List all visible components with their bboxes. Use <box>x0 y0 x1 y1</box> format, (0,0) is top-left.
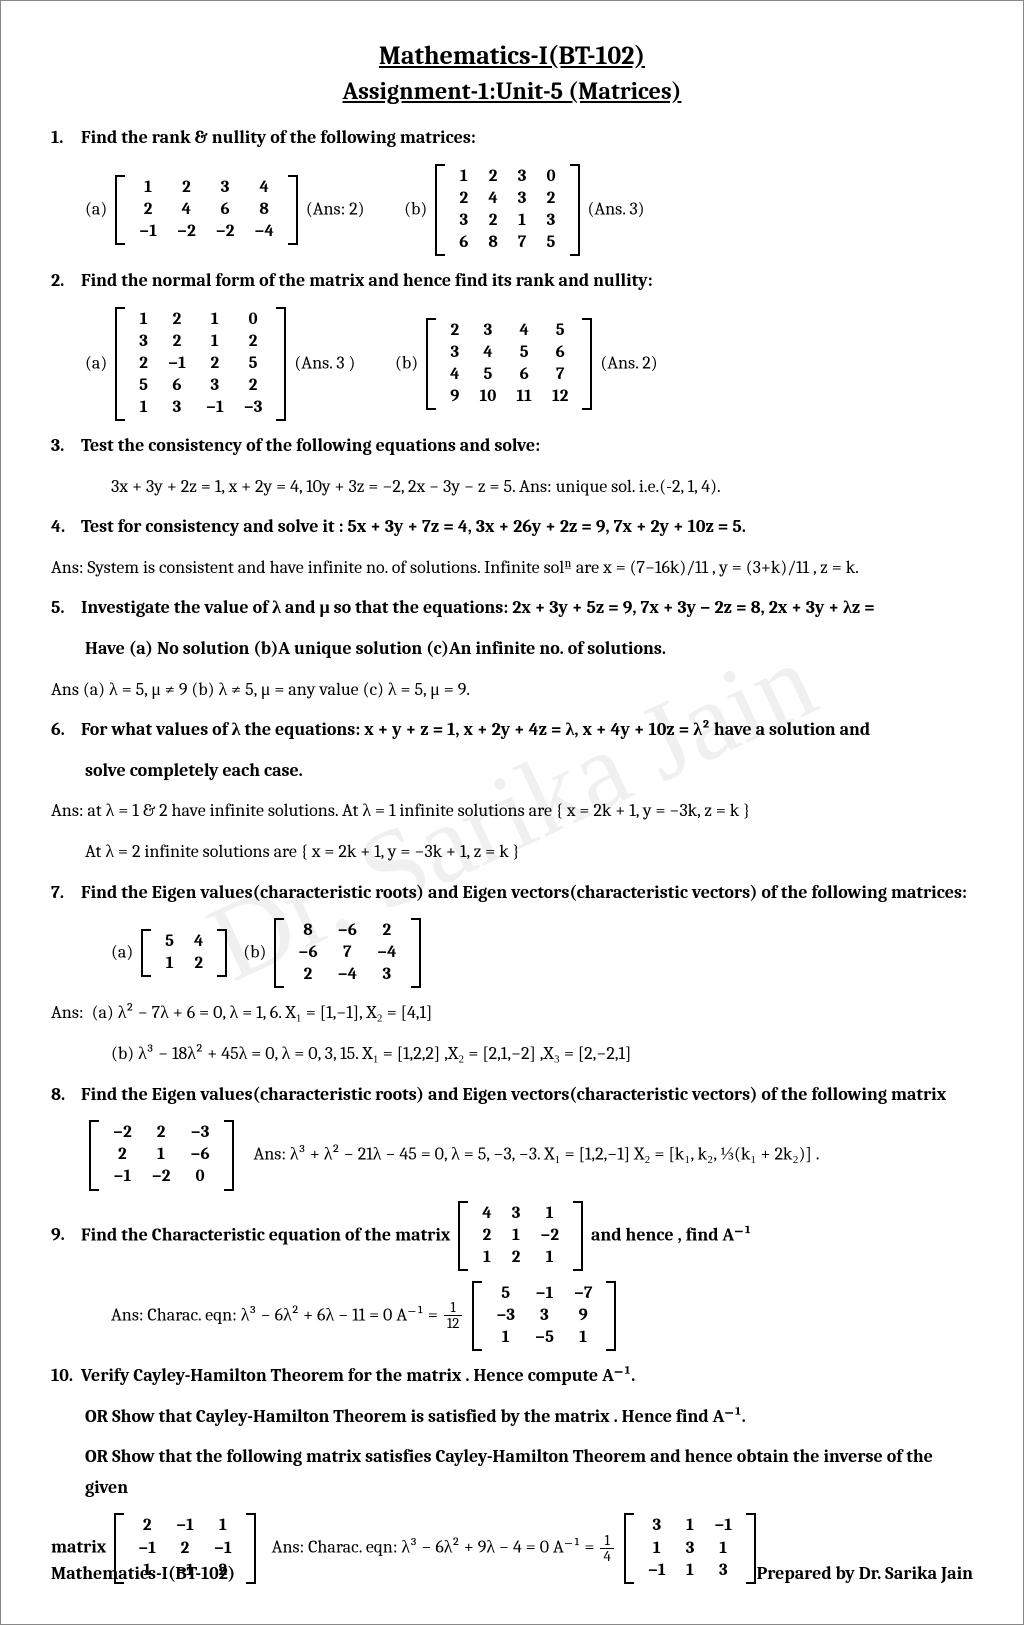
q7-ansB: (b) λ³ − 18λ² + 45λ = 0, λ = 0, 3, 15. X… <box>51 1039 973 1070</box>
qnum: 10. <box>51 1361 77 1392</box>
q10-l3: OR Show that the following matrix satisf… <box>51 1442 973 1503</box>
qnum: 8. <box>51 1080 77 1111</box>
q8-matrix: −22−321−6−1−20 <box>89 1120 234 1190</box>
question-2: 2. Find the normal form of the matrix an… <box>51 266 973 297</box>
q8-ans: Ans: λ³ + λ² − 21λ − 45 = 0, λ = 5, −3, … <box>253 1144 819 1165</box>
q1-matrix-b: 1230243232136875 <box>435 164 579 256</box>
question-10: 10. Verify Cayley-Hamilton Theorem for t… <box>51 1361 973 1392</box>
page-subtitle: Assignment-1:Unit-5 (Matrices) <box>51 77 973 105</box>
qnum: 9. <box>51 1220 77 1251</box>
q9-text: Find the Characteristic equation of the … <box>81 1224 450 1245</box>
page: Dr. Sarika Jain Mathematics-I(BT-102) As… <box>0 0 1024 1625</box>
qnum: 2. <box>51 266 77 297</box>
q2a-ans: (Ans. 3 ) <box>294 352 355 373</box>
footer: Mathematics-I(BT-102) Prepared by Dr. Sa… <box>51 1563 973 1584</box>
q1-text: Find the rank & nullity of the following… <box>81 127 476 148</box>
question-5: 5. Investigate the value of λ and μ so t… <box>51 593 973 624</box>
question-3: 3. Test the consistency of the following… <box>51 431 973 462</box>
question-7: 7. Find the Eigen values(characteristic … <box>51 878 973 909</box>
q8-row: −22−321−6−1−20 Ans: λ³ + λ² − 21λ − 45 =… <box>51 1120 973 1190</box>
q9-matrix: 43121−2121 <box>458 1201 583 1271</box>
q7-ansA: (a) λ² − 7λ + 6 = 0, λ = 1, 6. X₁ = [1,−… <box>92 1002 433 1023</box>
q6-ans1: Ans: at λ = 1 & 2 have infinite solution… <box>51 796 973 827</box>
frac-num: 1 <box>600 1533 613 1549</box>
qnum: 6. <box>51 715 77 746</box>
footer-right: Prepared by Dr. Sarika Jain <box>757 1563 973 1584</box>
q2b-ans: (Ans. 2) <box>600 352 657 373</box>
q6-ans2: At λ = 2 infinite solutions are { x = 2k… <box>51 837 973 868</box>
question-8: 8. Find the Eigen values(characteristic … <box>51 1080 973 1111</box>
q7-matrix-b: 8−62−67−42−43 <box>274 918 420 988</box>
q9-ans: Ans: Charac. eqn: λ³ − 6λ² + 6λ − 11 = 0… <box>51 1281 973 1351</box>
q10-l2: OR Show that Cayley-Hamilton Theorem is … <box>51 1402 973 1433</box>
q4-ans: Ans: System is consistent and have infin… <box>51 553 973 584</box>
footer-left: Mathematics-I(BT-102) <box>51 1563 235 1584</box>
q6-text2: solve completely each case. <box>51 756 973 787</box>
q9-text2: and hence , find A⁻¹ <box>591 1224 752 1245</box>
question-6: 6. For what values of λ the equations: x… <box>51 715 973 746</box>
qnum: 1. <box>51 123 77 154</box>
q2-parts: (a) 121032122−125563213−1−3 (Ans. 3 ) (b… <box>51 307 973 421</box>
q1-matrix-a: 12342468−1−2−2−4 <box>115 175 298 245</box>
q2-matrix-a: 121032122−125563213−1−3 <box>115 307 286 421</box>
q2-matrix-b: 2345345645679101112 <box>426 318 592 410</box>
q7-text: Find the Eigen values(characteristic roo… <box>81 882 967 903</box>
q9-inv: 5−1−7−3391−51 <box>472 1281 616 1351</box>
q7-ans-label: Ans: (a) λ² − 7λ + 6 = 0, λ = 1, 6. X₁ =… <box>51 998 973 1029</box>
q9-ans-pre: Ans: Charac. eqn: λ³ − 6λ² + 6λ − 11 = 0… <box>111 1304 442 1325</box>
question-9: 9. Find the Characteristic equation of t… <box>51 1201 973 1271</box>
q10-l1: Verify Cayley-Hamilton Theorem for the m… <box>81 1365 635 1386</box>
q4-text: Test for consistency and solve it : 5x +… <box>81 516 746 537</box>
q10-ans-pre: Ans: Charac. eqn: λ³ − 6λ² + 9λ − 4 = 0 … <box>272 1537 599 1558</box>
q7-parts: (a) 5412 (b) 8−62−67−42−43 <box>51 918 973 988</box>
q6-text: For what values of λ the equations: x + … <box>81 719 870 740</box>
qnum: 7. <box>51 878 77 909</box>
q1b-ans: (Ans. 3) <box>587 198 644 219</box>
q7-matrix-a: 5412 <box>141 929 227 977</box>
question-4: 4. Test for consistency and solve it : 5… <box>51 512 973 543</box>
q8-text: Find the Eigen values(characteristic roo… <box>81 1084 946 1105</box>
q1-parts: (a) 12342468−1−2−2−4 (Ans: 2) (b) 123024… <box>51 164 973 256</box>
q5-text: Investigate the value of λ and μ so that… <box>81 597 875 618</box>
qnum: 5. <box>51 593 77 624</box>
q5-ans: Ans (a) λ = 5, μ ≠ 9 (b) λ ≠ 5, μ = any … <box>51 675 973 706</box>
page-title: Mathematics-I(BT-102) <box>51 41 973 71</box>
q10-frac: 1 4 <box>600 1533 613 1564</box>
q5-text2: Have (a) No solution (b)A unique solutio… <box>51 634 973 665</box>
q1a-ans: (Ans: 2) <box>306 198 365 219</box>
qnum: 4. <box>51 512 77 543</box>
q3-text: Test the consistency of the following eq… <box>81 435 540 456</box>
q9-frac: 1 12 <box>444 1300 463 1331</box>
frac-den: 12 <box>444 1316 463 1331</box>
q10-mlabel: matrix <box>51 1537 106 1558</box>
q3-eq: 3x + 3y + 2z = 1, x + 2y = 4, 10y + 3z =… <box>51 472 973 503</box>
qnum: 3. <box>51 431 77 462</box>
q2-text: Find the normal form of the matrix and h… <box>81 270 653 291</box>
question-1: 1. Find the rank & nullity of the follow… <box>51 123 973 154</box>
